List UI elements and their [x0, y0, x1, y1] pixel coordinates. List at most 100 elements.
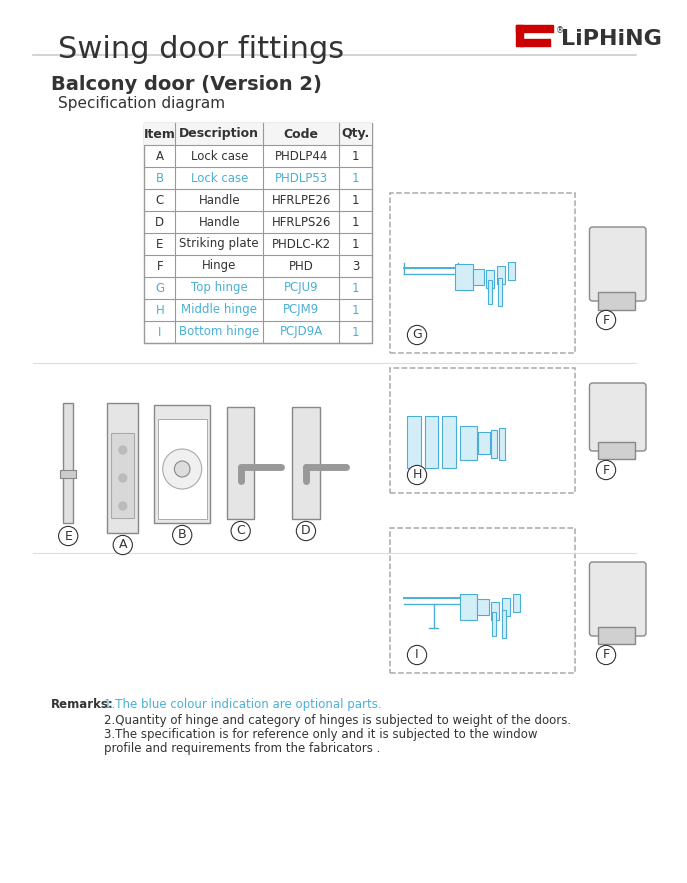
Text: I: I [158, 326, 161, 338]
Bar [502, 610, 506, 638]
Text: I: I [415, 648, 419, 661]
Bar [598, 292, 635, 310]
Bar [63, 403, 73, 523]
Bar [488, 280, 492, 304]
Text: Item: Item [144, 127, 176, 140]
Circle shape [119, 502, 126, 510]
Text: F: F [602, 464, 609, 477]
Text: ®: ® [555, 26, 563, 35]
Bar [502, 598, 510, 616]
Text: Description: Description [179, 127, 259, 140]
Bar [407, 416, 421, 468]
Text: H: H [412, 469, 422, 481]
FancyBboxPatch shape [589, 383, 646, 451]
Bar [292, 407, 319, 519]
Bar [111, 433, 135, 518]
Bar [460, 426, 477, 460]
Text: Balcony door (Version 2): Balcony door (Version 2) [51, 75, 322, 94]
Text: E: E [65, 530, 72, 542]
Text: HFRLPS26: HFRLPS26 [271, 215, 330, 229]
Text: A: A [156, 149, 164, 162]
Text: C: C [236, 525, 245, 538]
Bar [442, 416, 456, 468]
Bar [491, 602, 499, 620]
Bar [473, 269, 484, 285]
Text: PHDLP53: PHDLP53 [275, 171, 328, 185]
Bar [455, 264, 473, 290]
Text: 1: 1 [352, 149, 359, 162]
Text: Lock case: Lock case [190, 149, 248, 162]
Text: B: B [156, 171, 164, 185]
Text: 1.The blue colour indication are optional parts.: 1.The blue colour indication are optiona… [104, 698, 382, 711]
Bar [598, 627, 635, 644]
Text: Hinge: Hinge [202, 260, 236, 273]
Text: D: D [301, 525, 311, 538]
Text: Lock case: Lock case [190, 171, 248, 185]
Text: 1: 1 [352, 171, 359, 185]
Text: B: B [178, 529, 186, 541]
Text: Middle hinge: Middle hinge [181, 304, 257, 316]
Bar [107, 403, 138, 533]
Text: C: C [156, 193, 164, 207]
Text: D: D [155, 215, 164, 229]
Bar [598, 442, 635, 459]
Text: E: E [156, 238, 164, 251]
Text: PHD: PHD [289, 260, 313, 273]
Bar [460, 594, 477, 620]
Bar [425, 416, 438, 468]
Text: PCJM9: PCJM9 [283, 304, 319, 316]
Text: Specification diagram: Specification diagram [58, 96, 225, 111]
Text: A: A [119, 539, 127, 552]
Text: LiPHiNG: LiPHiNG [561, 29, 662, 49]
Circle shape [119, 474, 126, 482]
Text: 1: 1 [352, 326, 359, 338]
Text: 1: 1 [352, 215, 359, 229]
Bar [513, 594, 520, 612]
Bar [144, 123, 372, 145]
Text: PHDLP44: PHDLP44 [274, 149, 328, 162]
Text: Qty.: Qty. [341, 127, 370, 140]
Bar [498, 278, 502, 306]
FancyBboxPatch shape [589, 227, 646, 301]
Text: Bottom hinge: Bottom hinge [179, 326, 260, 338]
Bar [477, 599, 489, 615]
Bar [497, 266, 505, 284]
Text: Handle: Handle [199, 215, 240, 229]
Bar [60, 470, 76, 478]
Text: 3: 3 [352, 260, 359, 273]
Bar [486, 270, 494, 288]
Bar [390, 528, 575, 673]
Text: G: G [155, 282, 164, 295]
Text: Swing door fittings: Swing door fittings [58, 35, 345, 64]
Text: PHDLC-K2: PHDLC-K2 [271, 238, 330, 251]
Bar [158, 419, 207, 519]
Text: Handle: Handle [199, 193, 240, 207]
Bar [492, 612, 496, 636]
Text: H: H [155, 304, 164, 316]
Bar [517, 25, 523, 46]
Text: 1: 1 [352, 193, 359, 207]
Bar [154, 405, 210, 523]
Text: 1: 1 [352, 282, 359, 295]
Bar [491, 430, 497, 458]
Text: PCJU9: PCJU9 [284, 282, 318, 295]
Bar [390, 193, 575, 353]
Text: F: F [157, 260, 163, 273]
Text: 3.The specification is for reference only and it is subjected to the window: 3.The specification is for reference onl… [104, 728, 538, 741]
Circle shape [119, 446, 126, 454]
Text: Remarks:: Remarks: [51, 698, 113, 711]
Text: 1: 1 [352, 304, 359, 316]
Bar [499, 428, 505, 460]
Text: PCJD9A: PCJD9A [280, 326, 323, 338]
Text: Top hinge: Top hinge [191, 282, 247, 295]
Bar [227, 407, 254, 519]
Bar [478, 432, 490, 454]
Text: 2.Quantity of hinge and category of hinges is subjected to weight of the doors.: 2.Quantity of hinge and category of hing… [104, 714, 572, 727]
Bar [144, 123, 372, 343]
Text: G: G [412, 328, 422, 342]
Bar [520, 39, 550, 46]
Text: 1: 1 [352, 238, 359, 251]
FancyBboxPatch shape [589, 562, 646, 636]
Bar [517, 25, 554, 32]
Text: Striking plate: Striking plate [179, 238, 259, 251]
